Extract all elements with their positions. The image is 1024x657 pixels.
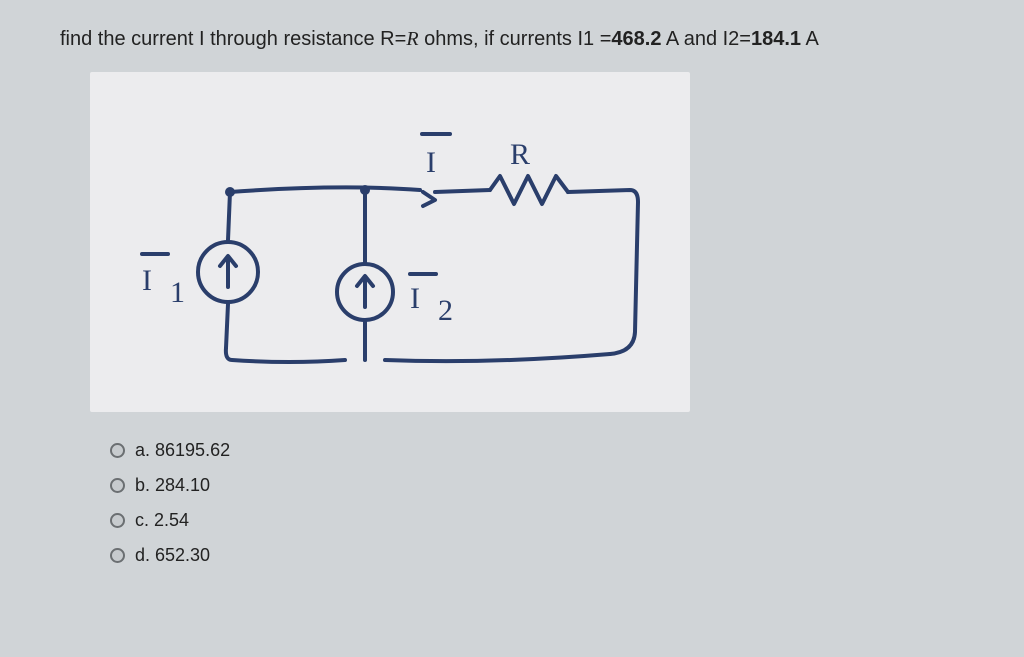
- label-I: I: [426, 146, 436, 179]
- wire-right: [568, 190, 638, 354]
- wire-left-upper: [228, 192, 230, 240]
- option-d[interactable]: d. 652.30: [110, 545, 964, 566]
- q-mid2: A and I2=: [661, 28, 751, 50]
- arrow-I: [423, 192, 435, 206]
- page-root: find the current I through resistance R=…: [0, 0, 1024, 657]
- option-c-label: c. 2.54: [135, 510, 189, 531]
- option-b[interactable]: b. 284.10: [110, 475, 964, 496]
- radio-icon: [110, 548, 125, 563]
- option-b-label: b. 284.10: [135, 475, 210, 496]
- q-I1: 468.2: [611, 28, 661, 50]
- label-R: R: [510, 138, 530, 171]
- circuit-diagram: I R I 1 I 2: [90, 72, 690, 412]
- wire-left-lower: [226, 304, 228, 348]
- arrow-I2: [357, 276, 373, 307]
- resistor-R: [490, 176, 568, 204]
- wire-top-left: [230, 187, 420, 192]
- q-mid: ohms, if currents I1 =: [419, 28, 612, 50]
- option-a-label: a. 86195.62: [135, 440, 230, 461]
- wire-bottom-left: [226, 348, 345, 362]
- radio-icon: [110, 513, 125, 528]
- label-I1-sub: 1: [170, 276, 185, 309]
- radio-icon: [110, 443, 125, 458]
- q-suffix: A: [801, 28, 819, 50]
- label-I1: I: [142, 264, 152, 297]
- label-I2: I: [410, 282, 420, 315]
- option-c[interactable]: c. 2.54: [110, 510, 964, 531]
- q-I2: 184.1: [751, 28, 801, 50]
- wire-to-resistor: [435, 190, 490, 192]
- question-text: find the current I through resistance R=…: [60, 24, 964, 54]
- q-prefix: find the current I through resistance R=: [60, 28, 406, 50]
- option-a[interactable]: a. 86195.62: [110, 440, 964, 461]
- radio-icon: [110, 478, 125, 493]
- label-I2-sub: 2: [438, 294, 453, 327]
- circuit-svg: I R I 1 I 2: [90, 72, 690, 412]
- q-R: R: [406, 28, 418, 50]
- option-d-label: d. 652.30: [135, 545, 210, 566]
- node-top-left: [225, 187, 235, 197]
- arrow-I1: [220, 256, 236, 287]
- node-top-mid: [360, 185, 370, 195]
- options-list: a. 86195.62 b. 284.10 c. 2.54 d. 652.30: [110, 440, 964, 566]
- wire-bottom-right: [385, 354, 610, 361]
